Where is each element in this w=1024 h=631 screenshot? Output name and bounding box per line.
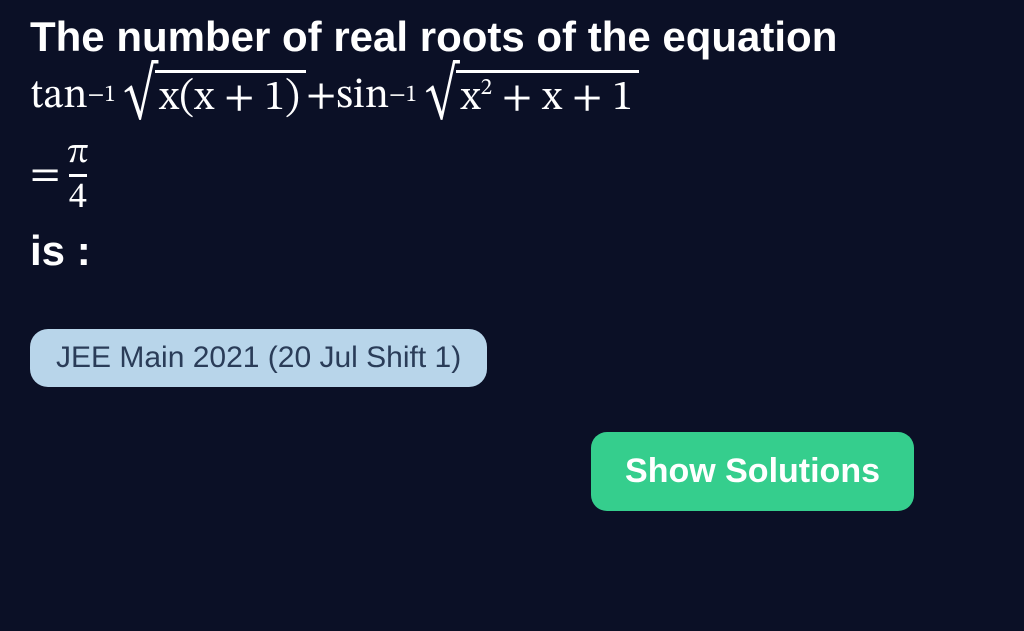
sqrt-2: √ x2 + x + 1 [425,70,639,121]
radical-sign: √ [124,69,157,122]
equals-sign: = [30,148,60,203]
equation-line-2: = π 4 [30,135,994,216]
question-heading: The number of real roots of the equation [30,10,994,65]
button-row: Show Solutions [30,387,994,511]
question-card: The number of real roots of the equation… [0,0,1024,631]
exam-tag-badge: JEE Main 2021 (20 Jul Shift 1) [30,329,487,387]
fraction-pi-over-4: π 4 [67,135,88,216]
sin-symbol: sin [336,69,389,124]
question-text: The number of real roots of the equation… [30,10,994,279]
question-suffix: is : [30,224,994,279]
radicand-1: x(x + 1) [155,70,306,121]
rad2-rest: + x + 1 [492,77,633,119]
fraction-denominator: 4 [69,174,87,216]
tan-symbol: tan [30,69,88,124]
radical-sign: √ [425,69,458,122]
plus-sign: + [306,69,336,124]
radicand-2: x2 + x + 1 [456,70,638,121]
fraction-numerator: π [67,135,88,174]
equation-line-1: tan −1 √ x(x + 1) + sin −1 √ x2 + x + 1 [30,69,994,124]
sqrt-1: √ x(x + 1) [124,70,306,121]
rad2-x: x [460,77,480,119]
rad2-exp: 2 [481,77,492,100]
show-solutions-button[interactable]: Show Solutions [591,432,914,511]
